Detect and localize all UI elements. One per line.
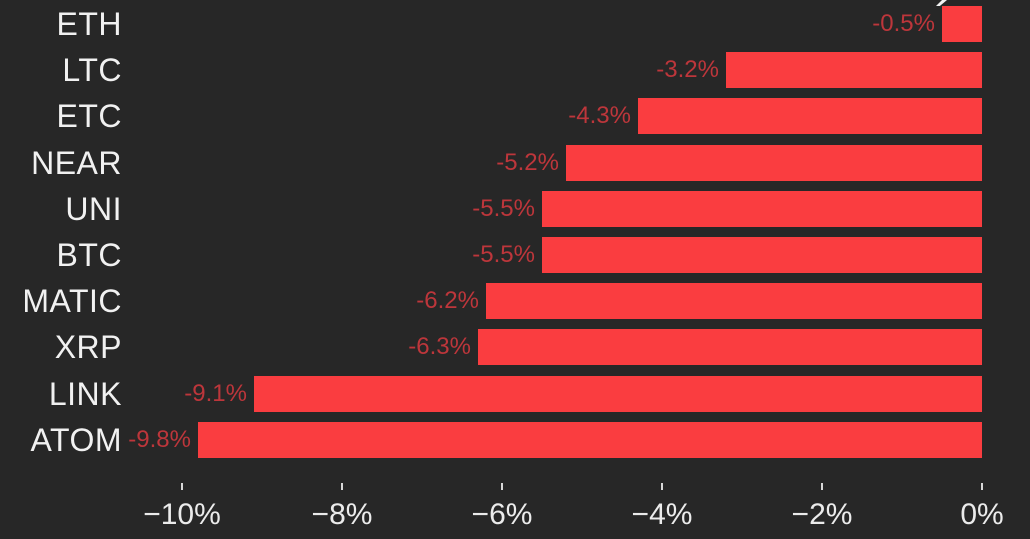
bar-eth: [942, 6, 982, 42]
bar-link: [254, 376, 982, 412]
category-label-ltc: LTC: [62, 52, 122, 88]
x-axis-tick-label: 0%: [960, 498, 1004, 531]
value-label-etc: -4.3%: [568, 102, 631, 129]
value-label-eth: -0.5%: [872, 10, 935, 37]
category-label-btc: BTC: [56, 237, 122, 273]
x-axis-tick-mark: [821, 483, 823, 490]
category-label-xrp: XRP: [54, 329, 122, 365]
value-label-near: -5.2%: [496, 149, 559, 176]
bar-etc: [638, 98, 982, 134]
category-label-link: LINK: [48, 376, 122, 412]
value-label-xrp: -6.3%: [408, 333, 471, 360]
x-axis-tick-mark: [501, 483, 503, 490]
bar-uni: [542, 191, 982, 227]
bar-atom: [198, 422, 982, 458]
bar-matic: [486, 283, 982, 319]
x-axis-tick-label: −6%: [471, 498, 533, 531]
x-axis-tick-label: −2%: [791, 498, 853, 531]
value-label-atom: -9.8%: [128, 426, 191, 453]
bar-ltc: [726, 52, 982, 88]
bar-xrp: [478, 329, 982, 365]
category-label-etc: ETC: [56, 98, 122, 134]
value-label-uni: -5.5%: [472, 195, 535, 222]
x-axis-tick-mark: [981, 483, 983, 490]
category-label-uni: UNI: [65, 191, 122, 227]
bar-near: [566, 145, 982, 181]
bar-btc: [542, 237, 982, 273]
category-label-near: NEAR: [31, 145, 122, 181]
category-label-eth: ETH: [56, 6, 122, 42]
x-axis-tick-mark: [661, 483, 663, 490]
x-axis-tick-mark: [341, 483, 343, 490]
value-label-matic: -6.2%: [416, 287, 479, 314]
value-label-ltc: -3.2%: [656, 56, 719, 83]
x-axis-tick-label: −8%: [311, 498, 373, 531]
x-axis-tick-label: −4%: [631, 498, 693, 531]
value-label-btc: -5.5%: [472, 241, 535, 268]
category-label-matic: MATIC: [22, 283, 122, 319]
category-label-atom: ATOM: [30, 422, 122, 458]
screenshot-edge-artifact: [936, 0, 947, 6]
x-axis-tick-mark: [181, 483, 183, 490]
x-axis-tick-label: −10%: [143, 498, 221, 531]
value-label-link: -9.1%: [184, 380, 247, 407]
